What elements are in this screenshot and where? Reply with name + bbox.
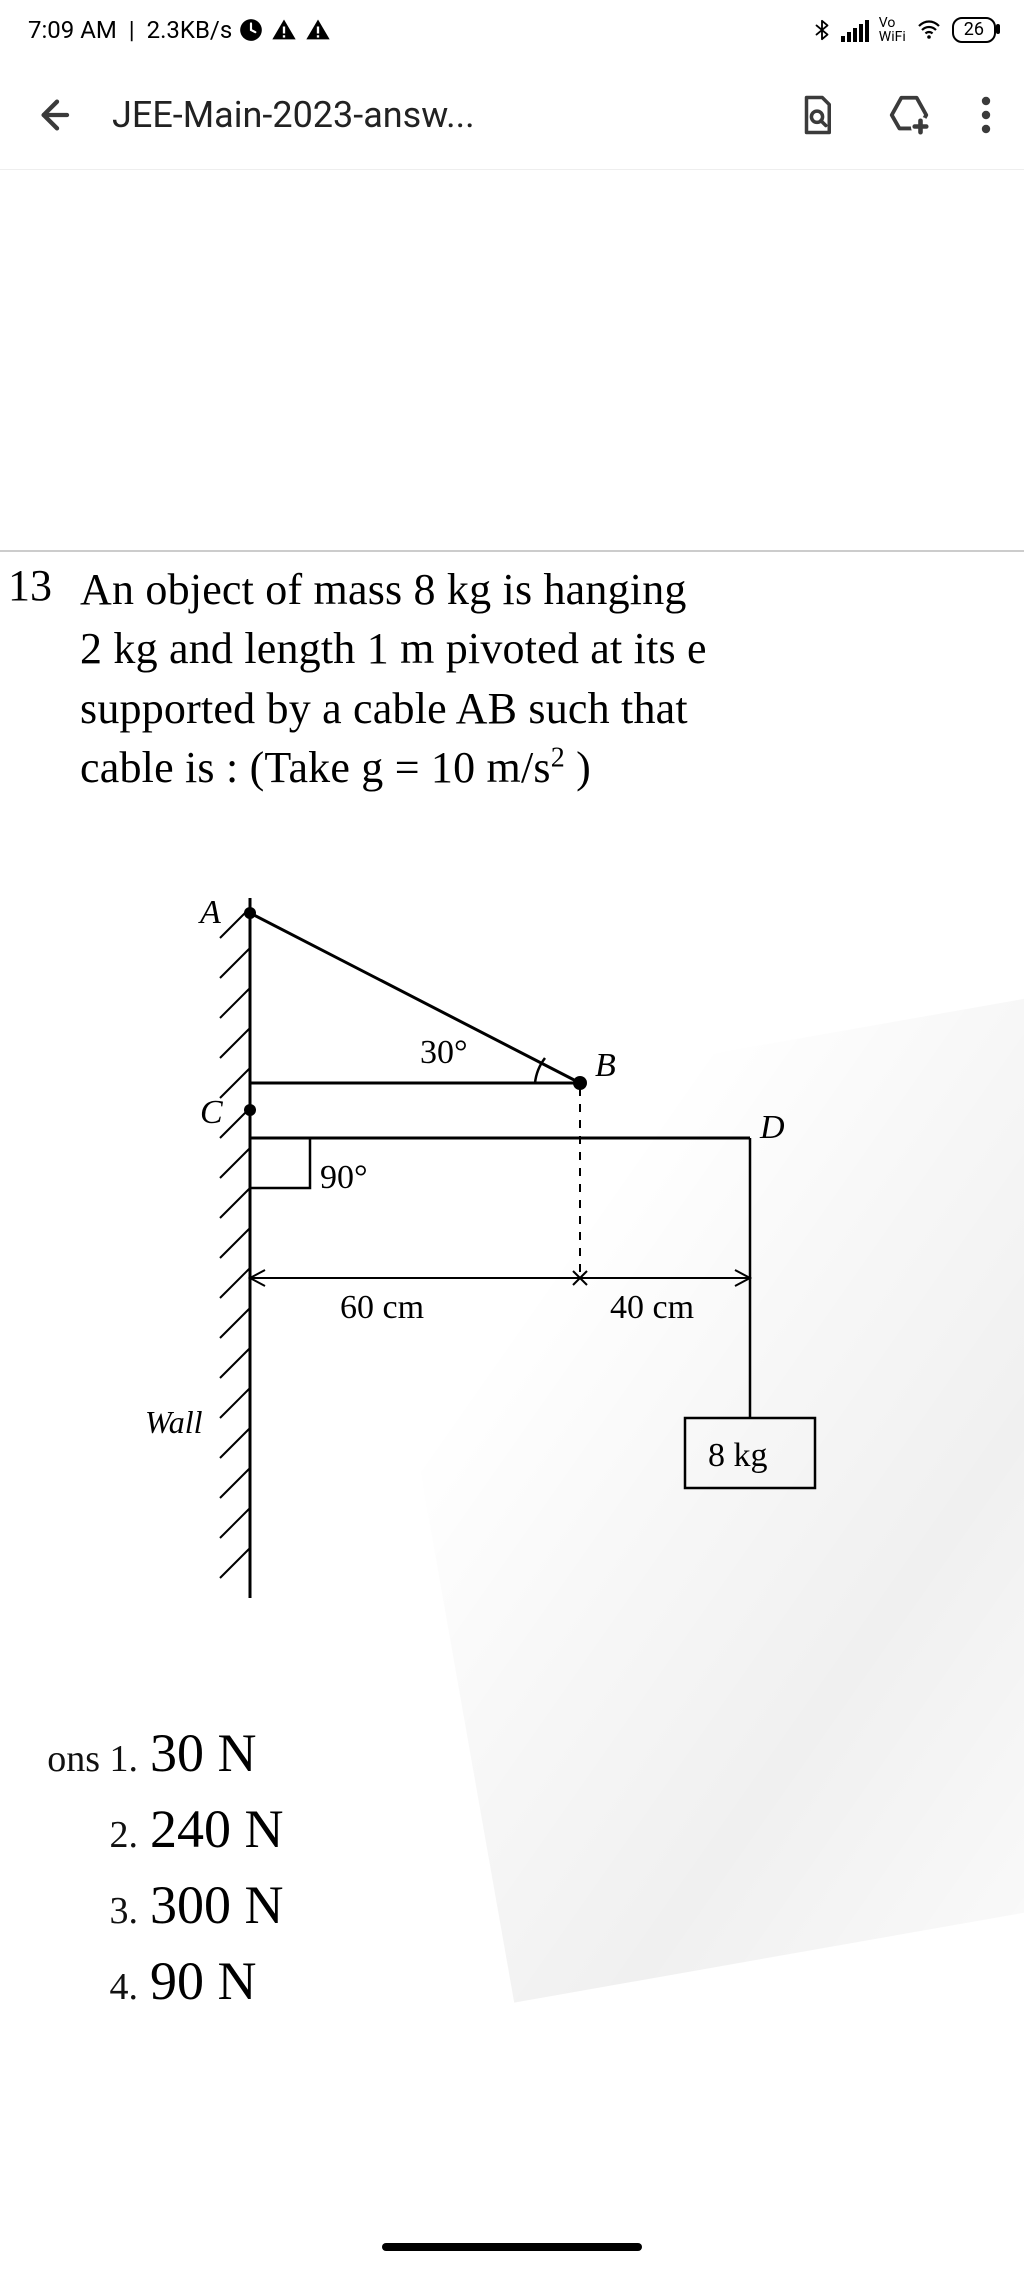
signal-icon: [841, 18, 871, 42]
status-net-speed: 2.3KB/s: [147, 16, 233, 44]
label-C: C: [200, 1094, 223, 1131]
label-D: D: [759, 1109, 785, 1146]
question-number: 13: [0, 560, 80, 611]
q-line4-exp: 2: [551, 743, 565, 774]
more-icon[interactable]: [980, 94, 992, 136]
warning-icon: [304, 16, 332, 44]
q-line3: supported by a cable AB such that: [80, 684, 688, 733]
status-bar: 7:09 AM | 2.3KB/s Vo WiFi 26: [0, 0, 1024, 60]
label-A: A: [198, 894, 221, 931]
option-number: 3.: [0, 1889, 150, 1933]
option-value: 300 N: [150, 1874, 284, 1936]
question-row: 13 An object of mass 8 kg is hanging 2 k…: [0, 560, 1024, 798]
warning-icon: [270, 16, 298, 44]
gesture-bar: [382, 2243, 642, 2251]
diagram: A C B D 30° 90°: [90, 878, 1024, 1622]
status-left: 7:09 AM | 2.3KB/s: [28, 16, 332, 44]
question-text: An object of mass 8 kg is hanging 2 kg a…: [80, 560, 1024, 798]
divider: [0, 550, 1024, 552]
option-value: 30 N: [150, 1722, 257, 1784]
mass-box: 8 kg: [708, 1437, 768, 1474]
vo-wifi-label: Vo WiFi: [879, 16, 906, 44]
len-40: 40 cm: [610, 1289, 694, 1326]
q-line2: 2 kg and length 1 m pivoted at its e: [80, 624, 707, 673]
battery-pct: 26: [964, 19, 984, 40]
vo-top: Vo: [879, 16, 906, 30]
option-number: 2.: [0, 1813, 150, 1857]
options-prefix: ons 1.: [0, 1737, 150, 1781]
back-icon[interactable]: [32, 95, 72, 135]
q-line4a: cable is : (Take g = 10 m/s: [80, 743, 551, 792]
label-B: B: [595, 1047, 616, 1084]
len-60: 60 cm: [340, 1289, 424, 1326]
q-line4b: ): [565, 743, 591, 792]
wall-label: Wall: [145, 1404, 203, 1440]
app-actions: [796, 92, 992, 138]
find-in-page-icon[interactable]: [796, 94, 838, 136]
drive-add-icon[interactable]: [886, 92, 932, 138]
status-sep: |: [123, 16, 141, 44]
app-title: JEE-Main-2023-answ...: [112, 94, 475, 136]
diagram-svg: A C B D 30° 90°: [90, 878, 830, 1618]
status-right: Vo WiFi 26: [811, 16, 996, 44]
angle-90: 90°: [320, 1159, 368, 1196]
option-value: 240 N: [150, 1798, 284, 1860]
battery-indicator: 26: [952, 17, 996, 43]
options: ons 1. 30 N 2. 240 N 3. 300 N 4. 90 N: [0, 1722, 1024, 2012]
bluetooth-icon: [811, 16, 833, 44]
option-value: 90 N: [150, 1950, 257, 2012]
vo-bottom: WiFi: [879, 30, 906, 44]
wifi-icon: [914, 18, 944, 42]
app-bar: JEE-Main-2023-answ...: [0, 60, 1024, 170]
option-row: 4. 90 N: [0, 1950, 1024, 2012]
q-line1: An object of mass 8 kg is hanging: [80, 565, 687, 614]
angle-30: 30°: [420, 1034, 468, 1071]
option-row: 3. 300 N: [0, 1874, 1024, 1936]
option-row: ons 1. 30 N: [0, 1722, 1024, 1784]
status-time: 7:09 AM: [28, 16, 117, 44]
option-row: 2. 240 N: [0, 1798, 1024, 1860]
content: 13 An object of mass 8 kg is hanging 2 k…: [0, 170, 1024, 2012]
option-number: 4.: [0, 1965, 150, 2009]
clock-icon: [238, 17, 264, 43]
